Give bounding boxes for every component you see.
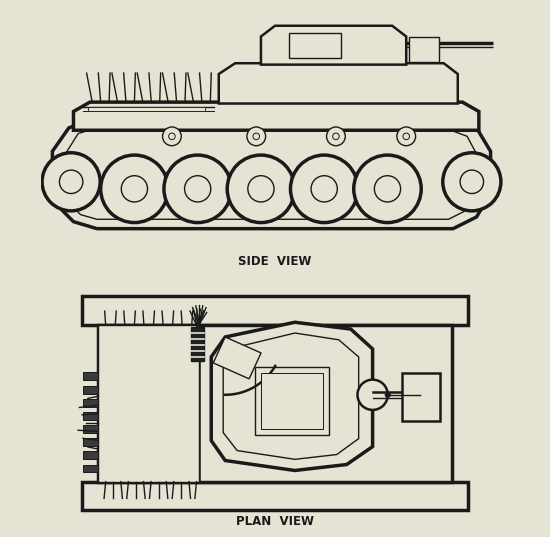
Circle shape bbox=[42, 153, 100, 211]
Text: SIDE  VIEW: SIDE VIEW bbox=[238, 255, 312, 268]
Bar bbox=[83, 425, 98, 433]
Polygon shape bbox=[213, 337, 261, 379]
Bar bbox=[261, 373, 323, 429]
Polygon shape bbox=[74, 102, 479, 130]
Circle shape bbox=[397, 127, 416, 146]
Circle shape bbox=[375, 176, 400, 202]
Circle shape bbox=[253, 133, 260, 140]
Bar bbox=[83, 373, 98, 380]
Circle shape bbox=[333, 133, 339, 140]
Bar bbox=[191, 327, 204, 361]
Bar bbox=[83, 412, 98, 420]
Bar bbox=[83, 438, 98, 446]
Circle shape bbox=[169, 133, 175, 140]
Circle shape bbox=[247, 127, 266, 146]
Circle shape bbox=[443, 153, 501, 211]
Polygon shape bbox=[52, 121, 491, 229]
Circle shape bbox=[122, 176, 147, 202]
Bar bbox=[409, 37, 439, 62]
Circle shape bbox=[227, 155, 295, 222]
Bar bbox=[83, 465, 98, 473]
Circle shape bbox=[385, 392, 390, 397]
Bar bbox=[289, 33, 340, 57]
Circle shape bbox=[101, 155, 168, 222]
Bar bbox=[98, 325, 452, 482]
Text: PLAN  VIEW: PLAN VIEW bbox=[236, 515, 314, 528]
Circle shape bbox=[460, 170, 483, 193]
Circle shape bbox=[162, 127, 182, 146]
Circle shape bbox=[185, 176, 211, 202]
Circle shape bbox=[248, 176, 274, 202]
Bar bbox=[83, 386, 98, 394]
Circle shape bbox=[164, 155, 232, 222]
Polygon shape bbox=[261, 26, 406, 64]
Bar bbox=[98, 325, 199, 482]
Bar bbox=[83, 452, 98, 459]
Bar bbox=[403, 373, 441, 420]
Circle shape bbox=[354, 155, 421, 222]
Bar bbox=[255, 367, 329, 434]
Polygon shape bbox=[211, 322, 372, 470]
Bar bbox=[83, 399, 98, 407]
Circle shape bbox=[358, 380, 388, 410]
Bar bbox=[87, 107, 205, 111]
Circle shape bbox=[59, 170, 83, 193]
Polygon shape bbox=[219, 63, 458, 104]
Bar bbox=[82, 482, 468, 510]
Circle shape bbox=[403, 133, 410, 140]
Bar bbox=[82, 296, 468, 325]
Circle shape bbox=[311, 176, 337, 202]
Circle shape bbox=[290, 155, 358, 222]
Circle shape bbox=[327, 127, 345, 146]
